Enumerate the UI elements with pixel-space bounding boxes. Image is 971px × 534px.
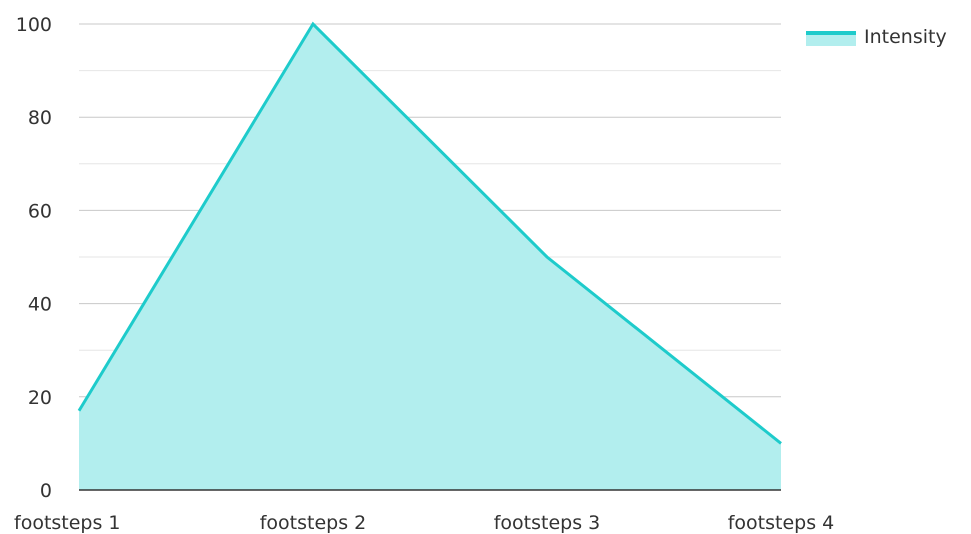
legend-label: Intensity: [864, 26, 947, 48]
data-point-2[interactable]: [309, 20, 317, 28]
y-tick-label: 40: [28, 294, 52, 316]
y-tick-label: 60: [28, 200, 52, 222]
legend-swatch-fill: [806, 33, 856, 46]
y-axis-tick-labels: 0 20 40 60 80 100: [16, 14, 52, 502]
legend[interactable]: Intensity: [806, 26, 947, 48]
series-area-fill: [79, 24, 781, 490]
x-tick-label: footsteps 2: [260, 512, 367, 534]
series-line: [77, 21, 782, 445]
y-tick-label: 100: [16, 14, 52, 36]
y-tick-label: 20: [28, 387, 52, 409]
x-axis-tick-labels: footsteps 1 footsteps 2 footsteps 3 footste…: [14, 512, 834, 534]
data-point-4[interactable]: [777, 439, 785, 447]
data-point-3[interactable]: [543, 253, 551, 261]
y-tick-label: 0: [40, 480, 52, 502]
x-tick-label: footsteps 4: [728, 512, 835, 534]
data-point-1[interactable]: [75, 407, 83, 415]
x-tick-label: footsteps 1: [14, 512, 121, 534]
x-tick-label: footsteps 3: [494, 512, 601, 534]
area-layer: [75, 20, 785, 490]
y-tick-label: 80: [28, 107, 52, 129]
